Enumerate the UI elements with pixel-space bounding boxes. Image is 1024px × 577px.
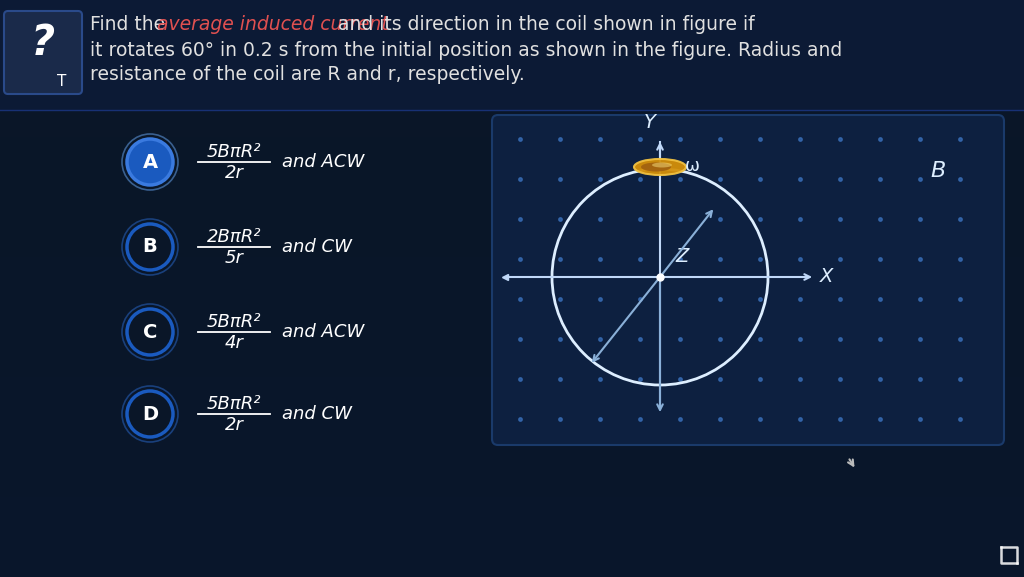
Text: Z: Z xyxy=(675,248,689,267)
Text: 2r: 2r xyxy=(224,416,244,434)
Bar xyxy=(0,557,1024,567)
Bar xyxy=(0,277,1024,287)
Bar xyxy=(0,547,1024,557)
Text: B: B xyxy=(142,238,158,257)
Text: it rotates 60° in 0.2 s from the initial position as shown in the figure. Radius: it rotates 60° in 0.2 s from the initial… xyxy=(90,40,843,59)
Bar xyxy=(0,297,1024,307)
Text: B: B xyxy=(931,161,945,181)
Text: 5BπR²: 5BπR² xyxy=(207,395,261,413)
Circle shape xyxy=(127,391,173,437)
Ellipse shape xyxy=(634,159,686,175)
Bar xyxy=(0,137,1024,147)
Bar xyxy=(0,427,1024,437)
Bar xyxy=(0,497,1024,507)
Bar xyxy=(0,387,1024,397)
Circle shape xyxy=(127,224,173,270)
Bar xyxy=(0,147,1024,157)
Bar xyxy=(0,567,1024,577)
Bar xyxy=(0,237,1024,247)
Bar xyxy=(0,287,1024,297)
Bar xyxy=(0,407,1024,417)
Bar xyxy=(0,397,1024,407)
Text: C: C xyxy=(142,323,158,342)
Bar xyxy=(0,247,1024,257)
Text: 5BπR²: 5BπR² xyxy=(207,143,261,161)
Bar xyxy=(0,327,1024,337)
Text: ω: ω xyxy=(684,157,699,175)
Bar xyxy=(0,257,1024,267)
Text: Find the: Find the xyxy=(90,16,171,35)
Text: and CW: and CW xyxy=(282,405,352,423)
Bar xyxy=(0,317,1024,327)
Bar xyxy=(0,207,1024,217)
Ellipse shape xyxy=(652,163,672,167)
FancyBboxPatch shape xyxy=(492,115,1004,445)
Bar xyxy=(0,177,1024,187)
Text: ?: ? xyxy=(31,22,55,64)
Text: X: X xyxy=(820,268,834,287)
Bar xyxy=(0,347,1024,357)
Bar xyxy=(0,117,1024,127)
Bar xyxy=(0,447,1024,457)
Text: T: T xyxy=(57,74,67,89)
Bar xyxy=(0,107,1024,117)
Bar xyxy=(0,157,1024,167)
Bar xyxy=(0,337,1024,347)
Bar xyxy=(0,487,1024,497)
Text: 5BπR²: 5BπR² xyxy=(207,313,261,331)
Circle shape xyxy=(127,309,173,355)
Bar xyxy=(0,527,1024,537)
Text: A: A xyxy=(142,152,158,171)
Bar xyxy=(0,307,1024,317)
Bar xyxy=(0,357,1024,367)
Bar xyxy=(0,417,1024,427)
Bar xyxy=(0,197,1024,207)
Bar xyxy=(0,127,1024,137)
Bar xyxy=(0,367,1024,377)
Text: D: D xyxy=(142,404,158,424)
FancyBboxPatch shape xyxy=(4,11,82,94)
Bar xyxy=(0,517,1024,527)
Bar xyxy=(0,467,1024,477)
Bar xyxy=(0,187,1024,197)
Bar xyxy=(0,267,1024,277)
Text: and CW: and CW xyxy=(282,238,352,256)
Bar xyxy=(0,537,1024,547)
Text: resistance of the coil are R and r, respectively.: resistance of the coil are R and r, resp… xyxy=(90,66,524,84)
Text: 2r: 2r xyxy=(224,164,244,182)
Text: 2BπR²: 2BπR² xyxy=(207,228,261,246)
Bar xyxy=(0,377,1024,387)
Bar xyxy=(0,217,1024,227)
Bar xyxy=(0,0,1024,110)
Bar xyxy=(0,167,1024,177)
Text: 4r: 4r xyxy=(224,334,244,352)
Bar xyxy=(0,507,1024,517)
Bar xyxy=(0,110,1024,577)
Text: Y: Y xyxy=(644,113,656,132)
Circle shape xyxy=(127,139,173,185)
Bar xyxy=(0,457,1024,467)
Bar xyxy=(0,227,1024,237)
Bar xyxy=(0,477,1024,487)
Text: average induced current: average induced current xyxy=(157,16,389,35)
Ellipse shape xyxy=(641,163,671,171)
Text: and its direction in the coil shown in figure if: and its direction in the coil shown in f… xyxy=(332,16,755,35)
Text: 5r: 5r xyxy=(224,249,244,267)
Text: and ACW: and ACW xyxy=(282,153,365,171)
Bar xyxy=(0,437,1024,447)
Text: and ACW: and ACW xyxy=(282,323,365,341)
